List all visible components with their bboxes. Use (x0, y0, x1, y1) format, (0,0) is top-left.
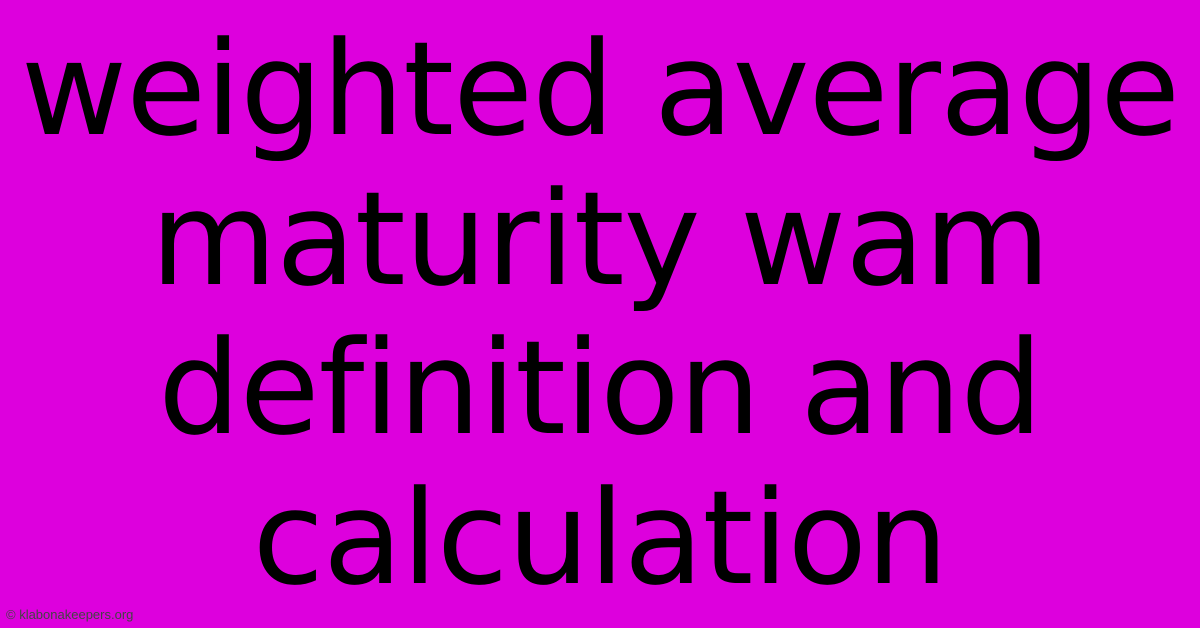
attribution-text: © klabonakeepers.org (6, 607, 133, 622)
title-text: weighted average maturity wam definition… (0, 0, 1200, 628)
